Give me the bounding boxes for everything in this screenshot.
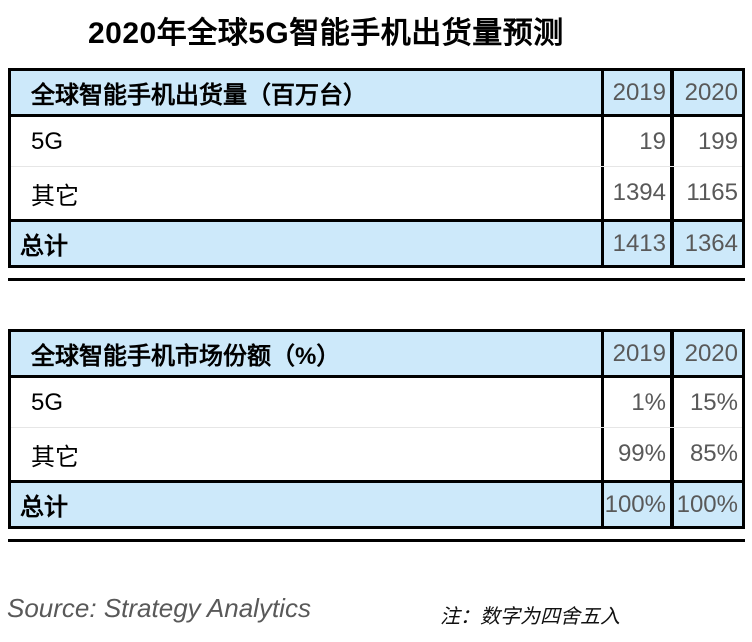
value-2020: 15% (670, 378, 742, 427)
source-text: Source: Strategy Analytics (7, 593, 311, 623)
value-2020: 85% (670, 428, 742, 480)
table-row-other: 其它 1394 1165 (11, 167, 742, 219)
shipments-col-2020-header: 2020 (670, 71, 742, 114)
total-2019: 100% (601, 483, 670, 526)
table-row-5g: 5G 19 199 (11, 117, 742, 167)
share-table-title: 全球智能手机市场份额（%） (31, 343, 341, 370)
table-row-other: 其它 99% 85% (11, 428, 742, 480)
row-label: 5G (31, 388, 64, 416)
share-header-row: 全球智能手机市场份额（%） 2019 2020 (11, 332, 742, 378)
value-2019: 99% (601, 428, 670, 480)
total-2020: 100% (670, 483, 742, 526)
table-row-total: 总计 100% 100% (11, 480, 742, 526)
double-underline (8, 278, 745, 281)
value-2020: 1165 (670, 167, 742, 219)
share-col-2019-header: 2019 (601, 332, 670, 375)
value-2020: 199 (670, 117, 742, 166)
shipments-table-title: 全球智能手机出货量（百万台） (31, 82, 367, 109)
value-2019: 1% (601, 378, 670, 427)
value-2019: 19 (601, 117, 670, 166)
figure-title: 2020年全球5G智能手机出货量预测 (88, 17, 564, 50)
table-row-5g: 5G 1% 15% (11, 378, 742, 428)
double-underline (8, 539, 745, 542)
total-2019: 1413 (601, 222, 670, 265)
row-label: 5G (31, 127, 64, 155)
row-label: 其它 (31, 182, 79, 210)
shipments-col-2019-header: 2019 (601, 71, 670, 114)
total-label: 总计 (20, 494, 68, 521)
total-2020: 1364 (670, 222, 742, 265)
share-col-2020-header: 2020 (670, 332, 742, 375)
shipments-header-row: 全球智能手机出货量（百万台） 2019 2020 (11, 71, 742, 117)
share-table: 全球智能手机市场份额（%） 2019 2020 5G 1% 15% 其它 99%… (8, 329, 745, 529)
table-row-total: 总计 1413 1364 (11, 219, 742, 265)
total-label: 总计 (20, 233, 68, 260)
shipments-table: 全球智能手机出货量（百万台） 2019 2020 5G 19 199 其它 13… (8, 68, 745, 268)
note-text: 注：数字为四舍五入 (440, 606, 620, 628)
value-2019: 1394 (601, 167, 670, 219)
row-label: 其它 (31, 443, 79, 471)
